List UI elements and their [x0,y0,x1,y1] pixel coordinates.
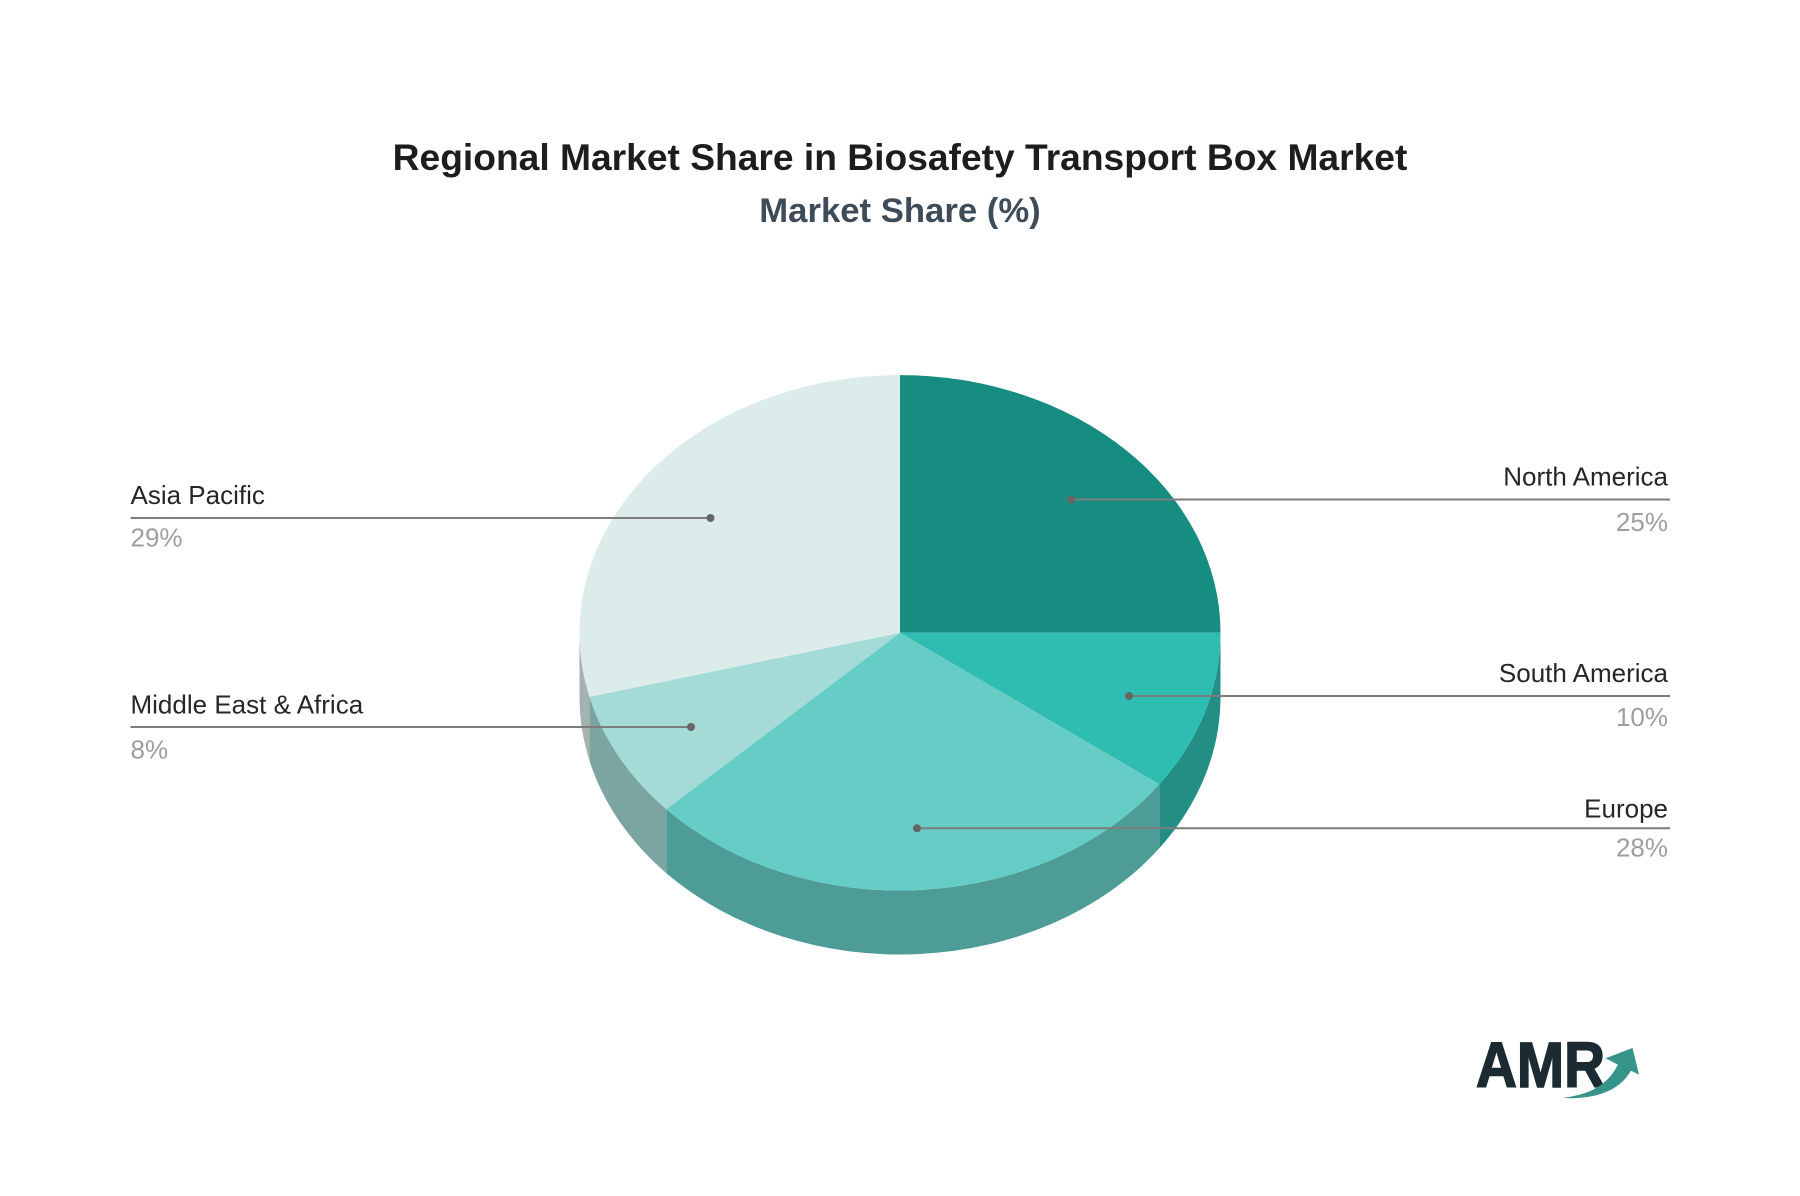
svg-text:29%: 29% [131,523,183,553]
svg-text:Asia Pacific: Asia Pacific [131,480,265,510]
svg-text:Regional Market Share in Biosa: Regional Market Share in Biosafety Trans… [393,136,1408,178]
svg-text:Market Share (%): Market Share (%) [759,192,1040,230]
svg-text:Europe: Europe [1584,794,1668,824]
svg-text:AMR: AMR [1476,1029,1605,1101]
svg-text:Middle East & Africa: Middle East & Africa [131,689,364,719]
svg-text:North America: North America [1503,462,1668,492]
svg-text:South America: South America [1499,658,1669,688]
svg-text:28%: 28% [1616,833,1668,863]
svg-text:25%: 25% [1616,507,1668,537]
svg-text:8%: 8% [131,734,169,764]
svg-text:10%: 10% [1616,702,1668,732]
